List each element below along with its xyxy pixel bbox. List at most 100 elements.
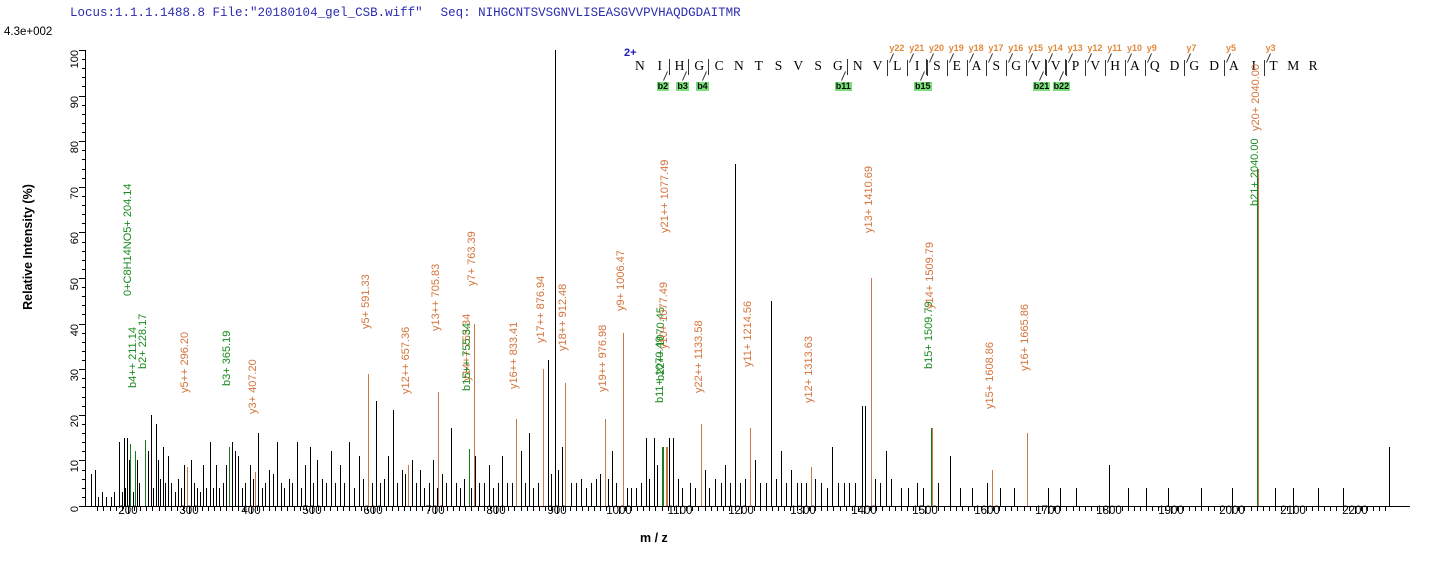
peak-label: y17++ 876.94 [535, 275, 547, 343]
residue: N [635, 58, 645, 73]
spectrum-peak [608, 478, 609, 506]
spectrum-peak [471, 487, 472, 506]
y-minor-tick [82, 123, 85, 124]
annotated-peak [667, 446, 668, 506]
y-tick-label: 30 [69, 369, 81, 382]
x-tick-minor [202, 507, 203, 511]
y-ion-label: y11 [1107, 43, 1122, 53]
spectrum-peak [801, 483, 802, 506]
spectrum-peak [232, 442, 233, 506]
y-ion-divider [1144, 60, 1146, 76]
spectrum-peak [175, 492, 176, 506]
spectrum-peak [821, 483, 822, 506]
spectrum-peak [616, 483, 617, 506]
y-minor-tick [82, 114, 85, 115]
peak-label: b3+ 365.19 [221, 330, 233, 386]
x-tick-minor [1060, 507, 1061, 511]
peak-label: y11+ 1214.56 [742, 300, 754, 367]
x-tick-minor [404, 507, 405, 511]
spectrum-peak [498, 483, 499, 506]
spectrum-peak [213, 487, 214, 506]
x-tick-minor [643, 507, 644, 511]
spectrum-peak [855, 483, 856, 506]
y-ion-divider [1085, 60, 1087, 76]
x-tick-minor [968, 507, 969, 511]
spectrum-peak [416, 483, 417, 506]
spectrum-peak [235, 451, 236, 506]
x-tick-minor [287, 507, 288, 511]
spectrum-peak [538, 483, 539, 506]
spectrum-peak [525, 483, 526, 506]
spectrum-peak [156, 423, 157, 506]
annotated-peak [811, 467, 812, 506]
x-tick-minor [594, 507, 595, 511]
spectrum-peak [600, 474, 601, 506]
spectrum-peak [433, 460, 434, 506]
spectrum-peak [153, 487, 154, 506]
y-ion-label: y15 [1028, 43, 1044, 53]
x-tick-label: 1200 [728, 505, 754, 517]
spectrum-peak [265, 483, 266, 506]
spectrum-peak [273, 474, 274, 506]
spectrum-peak [586, 487, 587, 506]
spectrum-peak [313, 483, 314, 506]
x-tick-minor [1214, 507, 1215, 511]
x-tick-minor [698, 507, 699, 511]
y-minor-tick [82, 287, 85, 288]
x-tick-minor [1312, 507, 1313, 511]
spectrum-peak [124, 437, 125, 506]
x-tick-minor [103, 507, 104, 511]
spectrum-peak [98, 496, 99, 506]
spectrum-peak [393, 410, 394, 506]
x-tick-minor [625, 507, 626, 511]
spectrum-peak [119, 442, 120, 506]
x-tick-minor [576, 507, 577, 511]
spectrum-peak [139, 483, 140, 506]
x-tick-minor [711, 507, 712, 511]
x-tick-minor [809, 507, 810, 511]
spectrum-peak [571, 483, 572, 506]
x-tick-minor [821, 507, 822, 511]
spectrum-peak [730, 483, 731, 506]
x-tick-major [741, 507, 742, 514]
y-minor-tick [82, 378, 85, 379]
b-ion-label: b3 [676, 81, 689, 91]
x-tick-minor [343, 507, 344, 511]
spectrum-peak [127, 437, 128, 506]
x-tick-minor [729, 507, 730, 511]
y-ion-label: y14 [1047, 43, 1063, 53]
spectrum-peak [917, 483, 918, 506]
spectrum-peak [210, 442, 211, 506]
annotated-peak [469, 449, 470, 506]
peak-label: y9+ 1006.47 [615, 250, 627, 311]
x-tick-minor [1103, 507, 1104, 511]
spectrum-peak [326, 483, 327, 506]
spectrum-peak [771, 300, 772, 506]
y-tick [79, 415, 85, 416]
spectrum-peak [766, 483, 767, 506]
spectrum-peak [786, 483, 787, 506]
spectrum-peak [340, 464, 341, 506]
x-tick-minor [521, 507, 522, 511]
spectrum-peak [797, 483, 798, 506]
x-tick-minor [882, 507, 883, 511]
spectrum-peak [456, 483, 457, 506]
y-tick [79, 324, 85, 325]
peak-label: y15+ 1608.86 [984, 342, 996, 409]
x-tick-minor [386, 507, 387, 511]
residue: A [1229, 58, 1239, 73]
x-tick-label: 900 [547, 505, 567, 517]
spectrum-peak [359, 455, 360, 506]
y-tick [79, 506, 85, 507]
x-tick-minor [1318, 507, 1319, 511]
spectrum-peak [548, 360, 549, 506]
annotated-peak [666, 446, 667, 506]
x-tick-minor [490, 507, 491, 511]
spectrum-peak [91, 474, 92, 506]
x-tick-label: 1100 [667, 505, 693, 517]
spectrum-peak [95, 469, 96, 506]
x-tick-minor [1042, 507, 1043, 511]
residue: E [952, 58, 961, 73]
spectrum-peak [269, 469, 270, 506]
